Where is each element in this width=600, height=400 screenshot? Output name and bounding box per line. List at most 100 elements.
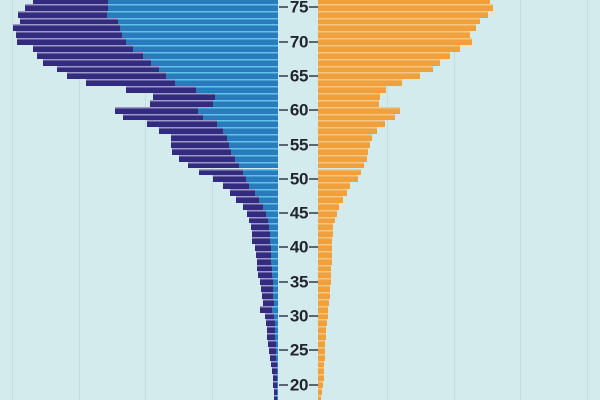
left-bar-age-63 bbox=[126, 86, 278, 94]
left-outer-dark-segment bbox=[273, 394, 277, 400]
left-bar-age-60 bbox=[115, 106, 278, 114]
right-orange-bar-age-46 bbox=[318, 202, 339, 210]
left-inner-blue-segment bbox=[239, 161, 278, 169]
right-orange-bar-age-28 bbox=[318, 326, 326, 334]
left-bar-age-49 bbox=[223, 182, 278, 190]
age-tick-right bbox=[309, 6, 318, 9]
right-orange-bar-age-30 bbox=[318, 312, 328, 320]
right-orange-bar-age-61 bbox=[318, 99, 379, 107]
left-bar-age-43 bbox=[251, 223, 278, 231]
left-inner-blue-segment bbox=[276, 374, 278, 382]
left-outer-dark-segment bbox=[270, 360, 277, 368]
age-tick-right bbox=[309, 177, 318, 180]
gridline bbox=[387, 0, 388, 400]
left-inner-blue-segment bbox=[272, 264, 278, 272]
left-outer-dark-segment bbox=[171, 134, 227, 142]
right-orange-bar-age-21 bbox=[318, 374, 324, 382]
left-bar-age-26 bbox=[268, 340, 278, 347]
left-outer-dark-segment bbox=[223, 182, 249, 190]
age-tick-right bbox=[309, 143, 318, 146]
left-inner-blue-segment bbox=[249, 182, 278, 190]
left-inner-blue-segment bbox=[126, 38, 278, 46]
left-outer-dark-segment bbox=[265, 312, 274, 320]
right-orange-bar-age-43 bbox=[318, 223, 333, 231]
left-bar-age-48 bbox=[230, 189, 278, 196]
left-inner-blue-segment bbox=[266, 209, 278, 217]
right-orange-bar-age-26 bbox=[318, 340, 325, 347]
left-inner-blue-segment bbox=[273, 285, 278, 292]
right-orange-bar-age-29 bbox=[318, 319, 327, 327]
left-bar-age-31 bbox=[260, 305, 278, 313]
left-inner-blue-segment bbox=[246, 175, 278, 183]
left-outer-dark-segment bbox=[86, 79, 175, 87]
left-outer-dark-segment bbox=[179, 154, 235, 162]
age-tick-right bbox=[309, 246, 318, 249]
left-bar-age-47 bbox=[236, 195, 278, 203]
left-inner-blue-segment bbox=[276, 353, 278, 361]
gridline bbox=[453, 0, 455, 400]
age-tick-label: 60 bbox=[289, 100, 309, 120]
right-orange-bar-age-69 bbox=[318, 45, 460, 52]
right-orange-bar-age-36 bbox=[318, 271, 331, 279]
left-outer-dark-segment bbox=[25, 3, 108, 11]
right-orange-bar-age-73 bbox=[318, 17, 480, 25]
age-tick-left bbox=[279, 143, 288, 146]
left-bar-age-69 bbox=[33, 45, 278, 52]
right-orange-bar-age-39 bbox=[318, 250, 332, 258]
right-orange-bar-age-25 bbox=[318, 346, 325, 354]
left-inner-blue-segment bbox=[263, 202, 278, 210]
left-outer-dark-segment bbox=[236, 195, 259, 203]
left-inner-blue-segment bbox=[107, 10, 278, 18]
left-outer-dark-segment bbox=[17, 38, 126, 46]
age-tick-label: 65 bbox=[289, 66, 309, 86]
left-outer-dark-segment bbox=[257, 264, 272, 272]
gridline bbox=[586, 0, 588, 400]
age-tick-label: 70 bbox=[289, 32, 309, 52]
left-outer-dark-segment bbox=[20, 17, 118, 25]
left-inner-blue-segment bbox=[270, 237, 278, 244]
left-inner-blue-segment bbox=[276, 394, 278, 400]
left-bar-age-76 bbox=[33, 0, 278, 4]
left-inner-blue-segment bbox=[276, 388, 278, 395]
left-inner-blue-segment bbox=[108, 0, 278, 4]
left-inner-blue-segment bbox=[272, 305, 278, 313]
right-orange-bar-age-49 bbox=[318, 182, 350, 190]
left-inner-blue-segment bbox=[273, 278, 278, 286]
left-inner-blue-segment bbox=[268, 216, 278, 224]
right-orange-bar-age-18 bbox=[318, 394, 321, 400]
left-outer-dark-segment bbox=[272, 381, 277, 389]
age-tick-right bbox=[309, 212, 318, 215]
age-tick-left bbox=[279, 6, 288, 9]
right-orange-bar-age-19 bbox=[318, 388, 322, 395]
left-outer-dark-segment bbox=[57, 65, 159, 73]
left-bar-age-71 bbox=[16, 31, 278, 39]
left-outer-dark-segment bbox=[266, 319, 275, 327]
left-outer-dark-segment bbox=[260, 305, 272, 313]
right-orange-bar-age-31 bbox=[318, 305, 328, 313]
left-outer-dark-segment bbox=[272, 374, 277, 382]
right-orange-bar-age-45 bbox=[318, 209, 337, 217]
left-outer-dark-segment bbox=[188, 161, 239, 169]
right-orange-bar-age-37 bbox=[318, 264, 331, 272]
left-inner-blue-segment bbox=[151, 58, 278, 66]
right-orange-bar-age-71 bbox=[318, 31, 470, 39]
left-inner-blue-segment bbox=[243, 168, 278, 176]
left-outer-dark-segment bbox=[171, 141, 229, 148]
right-orange-bar-age-72 bbox=[318, 24, 476, 32]
left-outer-dark-segment bbox=[258, 271, 272, 279]
gridline bbox=[145, 0, 146, 400]
left-outer-dark-segment bbox=[13, 24, 120, 32]
left-outer-dark-segment bbox=[33, 45, 133, 52]
left-bar-age-72 bbox=[13, 24, 278, 32]
left-inner-blue-segment bbox=[133, 45, 278, 52]
left-bar-age-46 bbox=[243, 202, 278, 210]
age-tick-label: 20 bbox=[289, 375, 309, 395]
left-bar-age-19 bbox=[273, 388, 278, 395]
left-outer-dark-segment bbox=[249, 216, 268, 224]
left-bar-age-52 bbox=[188, 161, 278, 169]
left-inner-blue-segment bbox=[120, 24, 278, 32]
left-bar-age-38 bbox=[257, 257, 278, 265]
right-orange-bar-age-59 bbox=[318, 113, 395, 121]
left-outer-dark-segment bbox=[199, 168, 243, 176]
left-inner-blue-segment bbox=[255, 189, 278, 196]
